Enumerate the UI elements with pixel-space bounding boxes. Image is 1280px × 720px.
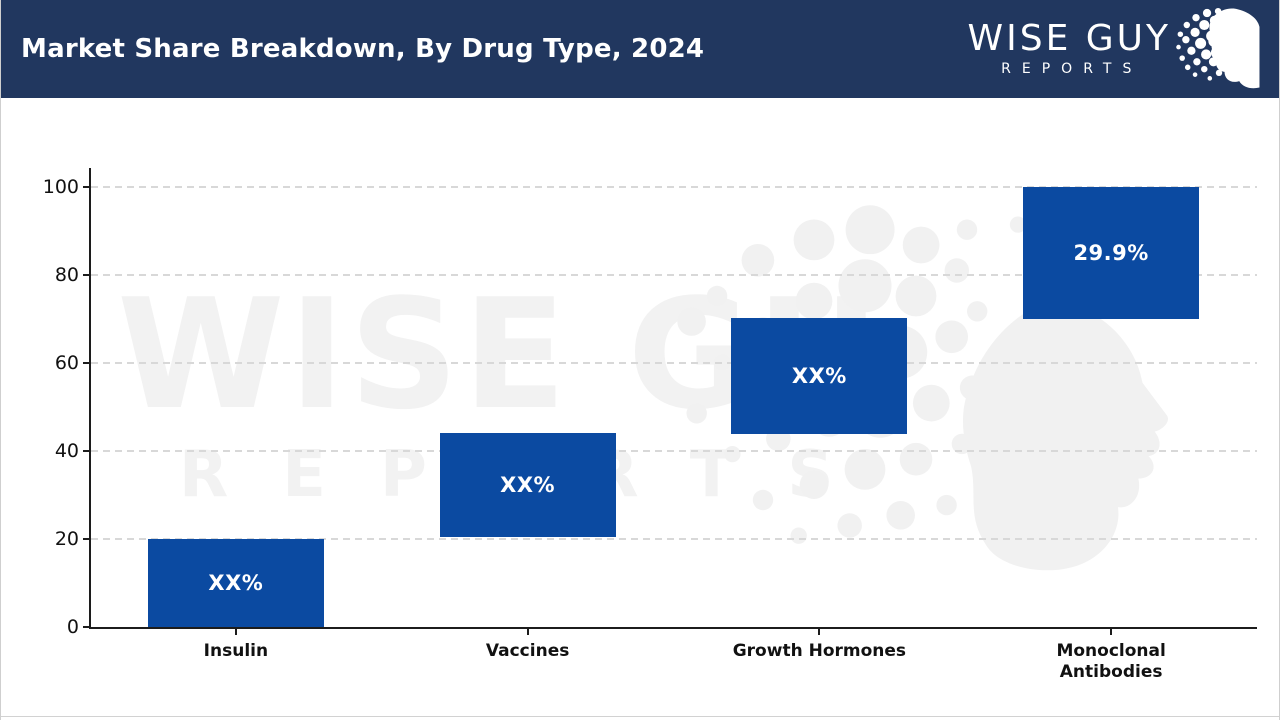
bar-value-label: 29.9% <box>1073 240 1149 265</box>
gridline <box>91 274 1257 276</box>
x-tick-mark <box>526 629 529 635</box>
bar: XX% <box>731 318 908 434</box>
chart-title: Market Share Breakdown, By Drug Type, 20… <box>21 34 705 64</box>
y-tick-label: 40 <box>54 440 79 462</box>
x-axis-spine <box>89 627 1257 629</box>
y-tick-mark <box>83 538 90 540</box>
wise-guy-reports-logo: WISE GUY REPORTS <box>968 6 1266 90</box>
y-tick-label: 80 <box>54 264 79 286</box>
bottom-divider <box>1 716 1279 717</box>
x-tick-label: Growth Hormones <box>732 641 907 661</box>
y-tick-label: 60 <box>54 352 79 374</box>
gridline <box>91 450 1257 452</box>
bar-value-label: XX% <box>500 472 556 497</box>
logo-wordmark: WISE GUY <box>967 18 1171 59</box>
bar: XX% <box>439 432 616 537</box>
bar-value-label: XX% <box>791 363 847 388</box>
x-tick-label: Insulin <box>203 641 269 661</box>
y-axis-spine <box>89 168 91 629</box>
gridline <box>91 186 1257 188</box>
y-tick-label: 20 <box>54 528 79 550</box>
y-tick-label: 100 <box>42 176 79 198</box>
y-tick-mark <box>83 450 90 452</box>
y-tick-mark <box>83 274 90 276</box>
x-tick-mark <box>818 629 821 635</box>
x-tick-label: Monoclonal Antibodies <box>1056 641 1166 682</box>
y-tick-label: 0 <box>66 616 79 638</box>
y-tick-mark <box>83 626 90 628</box>
x-tick-mark <box>234 629 237 635</box>
y-tick-mark <box>83 362 90 364</box>
x-tick-mark <box>1110 629 1113 635</box>
x-tick-label: Vaccines <box>485 641 570 661</box>
title-bar: Market Share Breakdown, By Drug Type, 20… <box>1 0 1279 98</box>
gridline <box>91 538 1257 540</box>
bar: XX% <box>147 539 324 627</box>
bar-value-label: XX% <box>208 571 264 595</box>
dotted-face-icon <box>1176 7 1260 89</box>
bar: 29.9% <box>1023 187 1200 319</box>
y-tick-mark <box>83 186 90 188</box>
gridline <box>91 362 1257 364</box>
logo-subtitle: REPORTS <box>1001 61 1143 77</box>
logo-text: WISE GUY REPORTS <box>967 18 1172 78</box>
